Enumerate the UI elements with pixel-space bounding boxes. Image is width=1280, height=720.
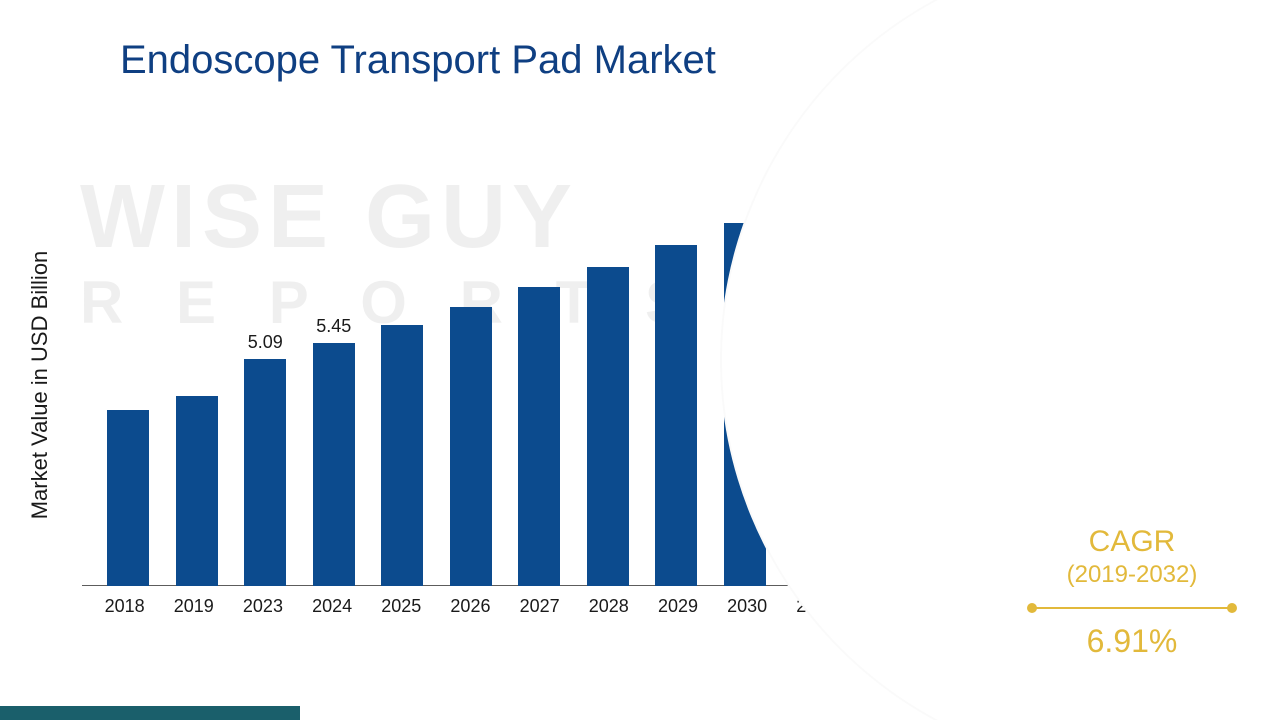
bar-wrap [642,140,711,586]
sidebar: WISE GUY R E P O R T S CAGR (2019- [960,0,1280,720]
x-tick-label: 2024 [298,586,367,630]
bar-value-label: 5.09 [248,332,283,353]
bar-wrap [94,140,163,586]
x-tick-label: 2027 [505,586,574,630]
bar-wrap [505,140,574,586]
brand-text-1: WISE GUY [1022,30,1196,64]
x-tick-label: 2026 [436,586,505,630]
cagr-value: 6.91% [1012,623,1252,660]
x-tick-label: 2028 [574,586,643,630]
bar [381,325,423,586]
brand-text-2: R E P O R T S [1002,72,1252,108]
bar-value-label: 5.45 [316,316,351,337]
cagr-years: (2019-2032) [1012,561,1252,589]
bottom-accent-bar [0,706,300,720]
bar-wrap [163,140,232,586]
brand-logo: WISE GUY R E P O R T S [1002,24,1252,108]
bar [587,267,629,586]
bar [655,245,697,586]
brand-head-icon [1206,24,1252,70]
x-tick-label: 2019 [159,586,228,630]
bar-wrap: 5.09 [231,140,300,586]
bar [450,307,492,586]
cagr-title: CAGR [1012,525,1252,559]
bar-wrap [368,140,437,586]
bar-wrap [574,140,643,586]
bar-wrap: 5.45 [300,140,369,586]
bar [244,359,286,586]
x-tick-label: 2018 [90,586,159,630]
bar [176,396,218,586]
x-tick-label: 2023 [228,586,297,630]
bar [313,343,355,586]
brand-line1: WISE GUY [1002,24,1252,70]
bar [518,287,560,586]
y-axis-label: Market Value in USD Billion [27,251,53,520]
x-tick-label: 2025 [367,586,436,630]
cagr-divider [1032,607,1232,609]
chart-title: Endoscope Transport Pad Market [120,38,716,83]
x-tick-label: 2029 [643,586,712,630]
stage: WISE GUY R E P O R T S Endoscope Transpo… [0,0,1280,720]
x-tick-label: 2030 [713,586,782,630]
bar-wrap [437,140,506,586]
bar [107,410,149,586]
cagr-block: CAGR (2019-2032) 6.91% [1012,525,1252,660]
